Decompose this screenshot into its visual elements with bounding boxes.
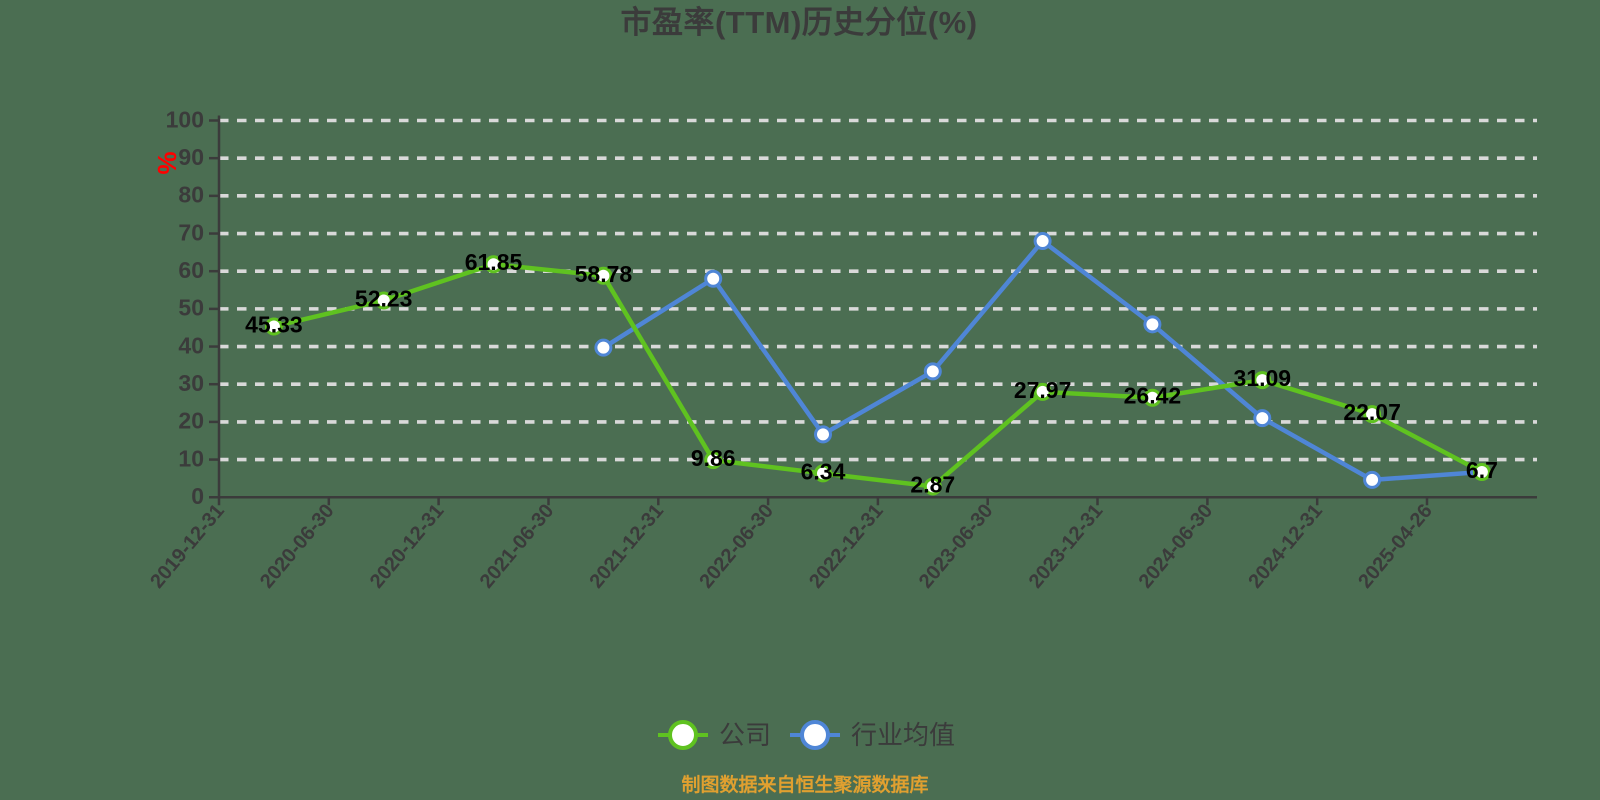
svg-text:行业均值: 行业均值 [851,720,955,750]
svg-text:30: 30 [178,370,204,396]
svg-text:31.09: 31.09 [1234,365,1292,391]
svg-text:10: 10 [178,445,204,471]
svg-text:50: 50 [178,295,204,321]
svg-text:6.34: 6.34 [801,458,846,484]
svg-text:公司: 公司 [719,720,771,750]
svg-text:市盈率(TTM)历史分位(%): 市盈率(TTM)历史分位(%) [620,5,977,40]
svg-text:100: 100 [166,106,204,132]
svg-text:制图数据来自恒生聚源数据库: 制图数据来自恒生聚源数据库 [681,773,928,796]
svg-text:52.23: 52.23 [355,286,413,312]
svg-text:2.87: 2.87 [910,471,955,497]
svg-text:9.86: 9.86 [691,445,736,471]
svg-text:58.78: 58.78 [575,261,633,287]
svg-text:70: 70 [178,219,204,245]
svg-text:0: 0 [191,483,204,509]
svg-text:26.42: 26.42 [1124,383,1182,409]
svg-text:20: 20 [178,408,204,434]
svg-text:40: 40 [178,332,204,358]
svg-text:6.7: 6.7 [1466,457,1498,483]
svg-text:27.97: 27.97 [1014,377,1072,403]
svg-text:45.33: 45.33 [245,312,303,338]
svg-text:60: 60 [178,257,204,283]
svg-text:22.07: 22.07 [1343,399,1401,425]
svg-text:61.85: 61.85 [465,249,523,275]
svg-text:%: % [152,151,182,174]
svg-text:80: 80 [178,182,204,208]
